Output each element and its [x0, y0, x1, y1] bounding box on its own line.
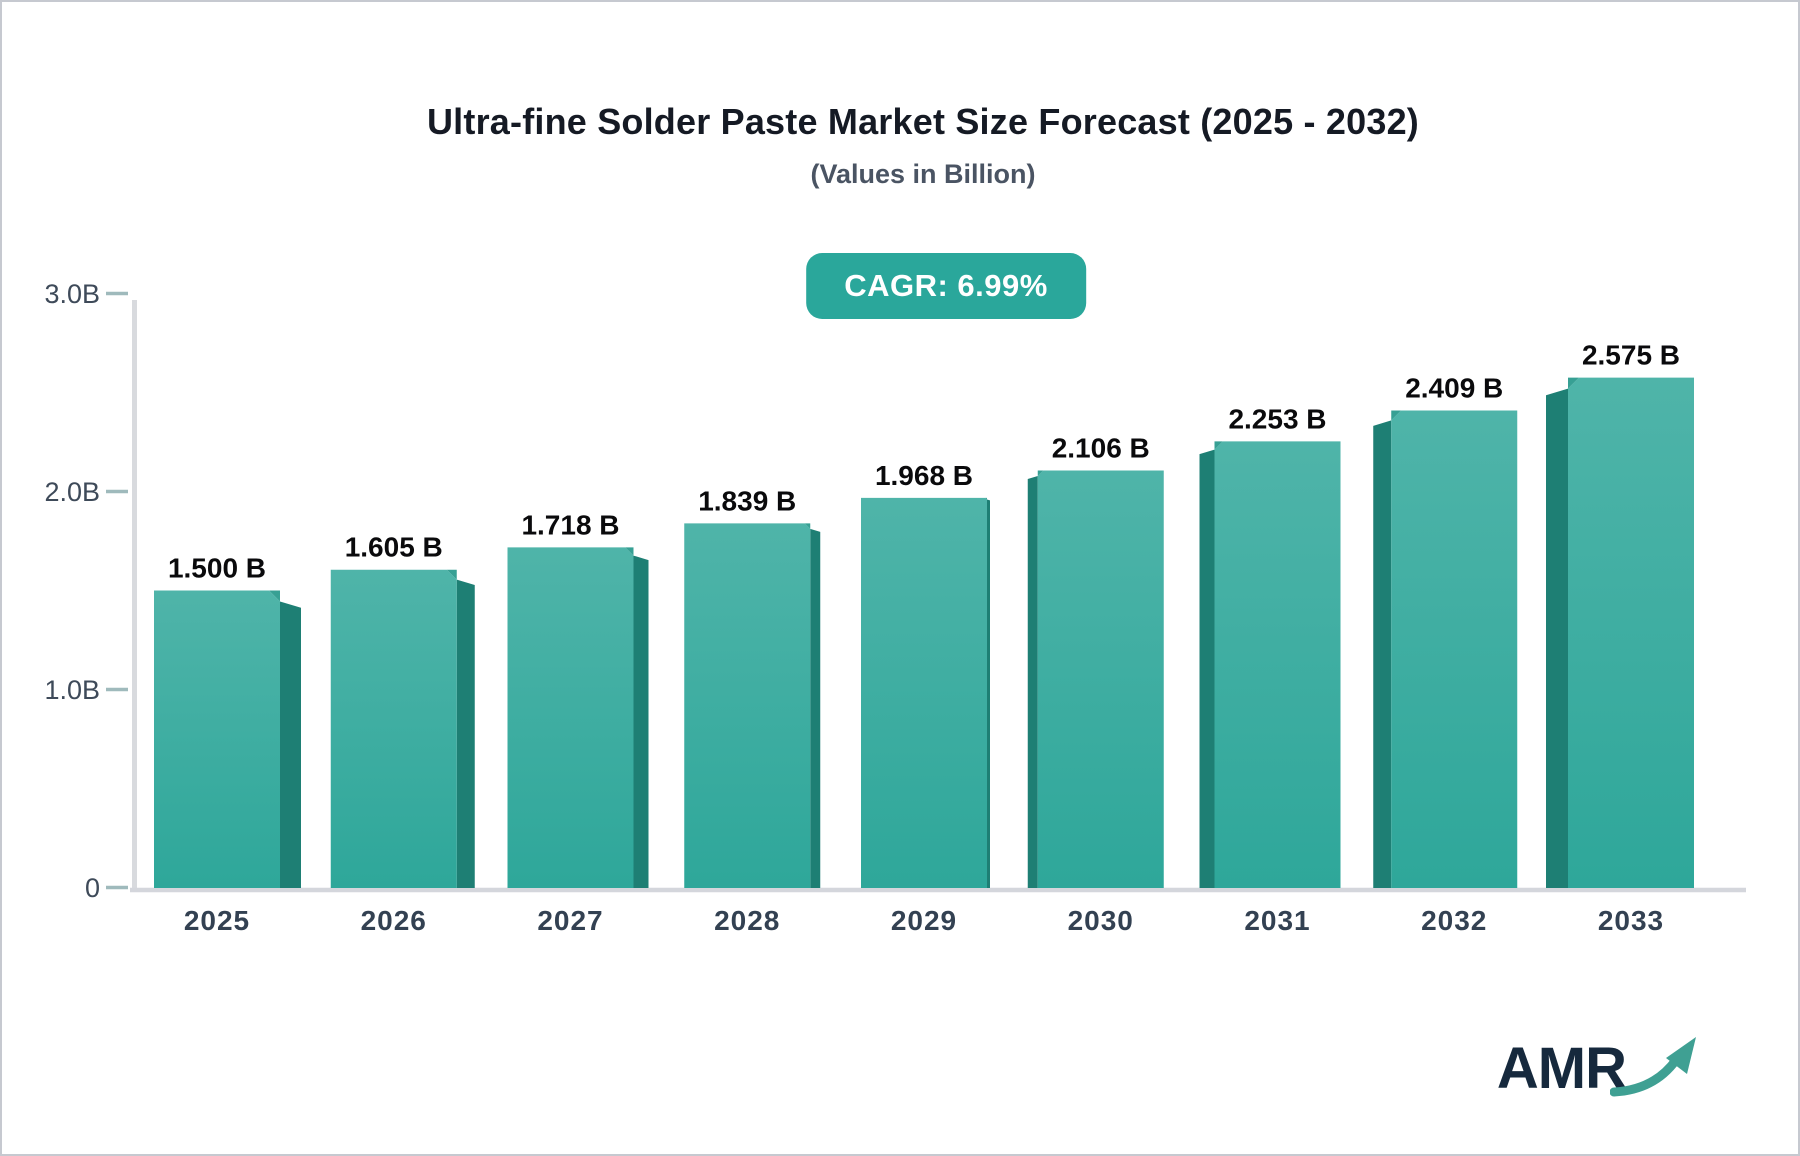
- y-axis-label: 3.0B: [44, 279, 100, 309]
- amr-logo-text: AMR: [1496, 1036, 1627, 1101]
- bar-value-label: 1.839 B: [698, 485, 796, 516]
- bar-side-2030: [1027, 476, 1038, 888]
- chart-title: Ultra-fine Solder Paste Market Size Fore…: [426, 101, 1419, 142]
- bar-value-label: 2.253 B: [1228, 403, 1326, 434]
- x-axis-label: 2028: [714, 905, 780, 936]
- bar-bevel-2029: [985, 497, 987, 500]
- bar-bevel-2031: [1214, 441, 1223, 450]
- y-axis-label: 1.0B: [44, 675, 100, 705]
- bar-bevel-2025: [269, 590, 280, 602]
- y-axis-label: 2.0B: [44, 477, 100, 507]
- bar-2030: [1037, 470, 1164, 888]
- bar-value-label: 2.106 B: [1052, 433, 1150, 464]
- bar-value-label: 1.605 B: [345, 532, 443, 563]
- bar-side-2028: [810, 528, 821, 888]
- bar-side-2031: [1199, 449, 1215, 888]
- bar-2028: [684, 523, 811, 888]
- y-axis-label: 0: [85, 873, 100, 903]
- chart-subtitle: (Values in Billion): [810, 159, 1036, 189]
- amr-logo: AMR: [1496, 1036, 1698, 1101]
- bar-value-label: 1.718 B: [521, 509, 619, 540]
- bar-2026: [330, 569, 457, 888]
- bar-bevel-2030: [1037, 470, 1044, 477]
- x-axis-label: 2032: [1421, 905, 1487, 936]
- bar-side-2026: [456, 579, 475, 888]
- bar-bevel-2032: [1391, 410, 1402, 421]
- bar-side-2033: [1546, 388, 1568, 888]
- x-axis-label: 2030: [1068, 905, 1134, 936]
- x-axis-label: 2027: [537, 905, 603, 936]
- x-axis-label: 2031: [1244, 905, 1310, 936]
- bar-bevel-2028: [804, 523, 811, 529]
- bar-2025: [154, 590, 280, 888]
- bar-value-label: 1.968 B: [875, 460, 973, 491]
- bar-side-2027: [633, 555, 649, 888]
- x-axis-label: 2029: [891, 905, 957, 936]
- cagr-badge: CAGR: 6.99%: [806, 253, 1086, 319]
- bar-side-2025: [280, 601, 301, 888]
- bar-value-label: 2.575 B: [1582, 340, 1680, 371]
- bar-bevel-2033: [1568, 377, 1579, 389]
- bar-value-label: 2.409 B: [1405, 373, 1503, 404]
- bar-2032: [1391, 410, 1518, 888]
- x-axis-label: 2026: [361, 905, 427, 936]
- bar-side-2032: [1373, 420, 1392, 888]
- bar-2033: [1568, 377, 1694, 888]
- x-axis-label: 2033: [1598, 905, 1664, 936]
- bar-bevel-2027: [625, 547, 634, 556]
- x-axis-label: 2025: [184, 905, 250, 936]
- growth-arrow-icon: [1610, 1037, 1696, 1097]
- bar-2027: [507, 547, 634, 888]
- bar-bevel-2026: [446, 569, 457, 580]
- bar-2029: [861, 497, 987, 888]
- bar-side-2029: [987, 499, 990, 888]
- bar-value-label: 1.500 B: [168, 553, 266, 584]
- bar-2031: [1214, 441, 1341, 888]
